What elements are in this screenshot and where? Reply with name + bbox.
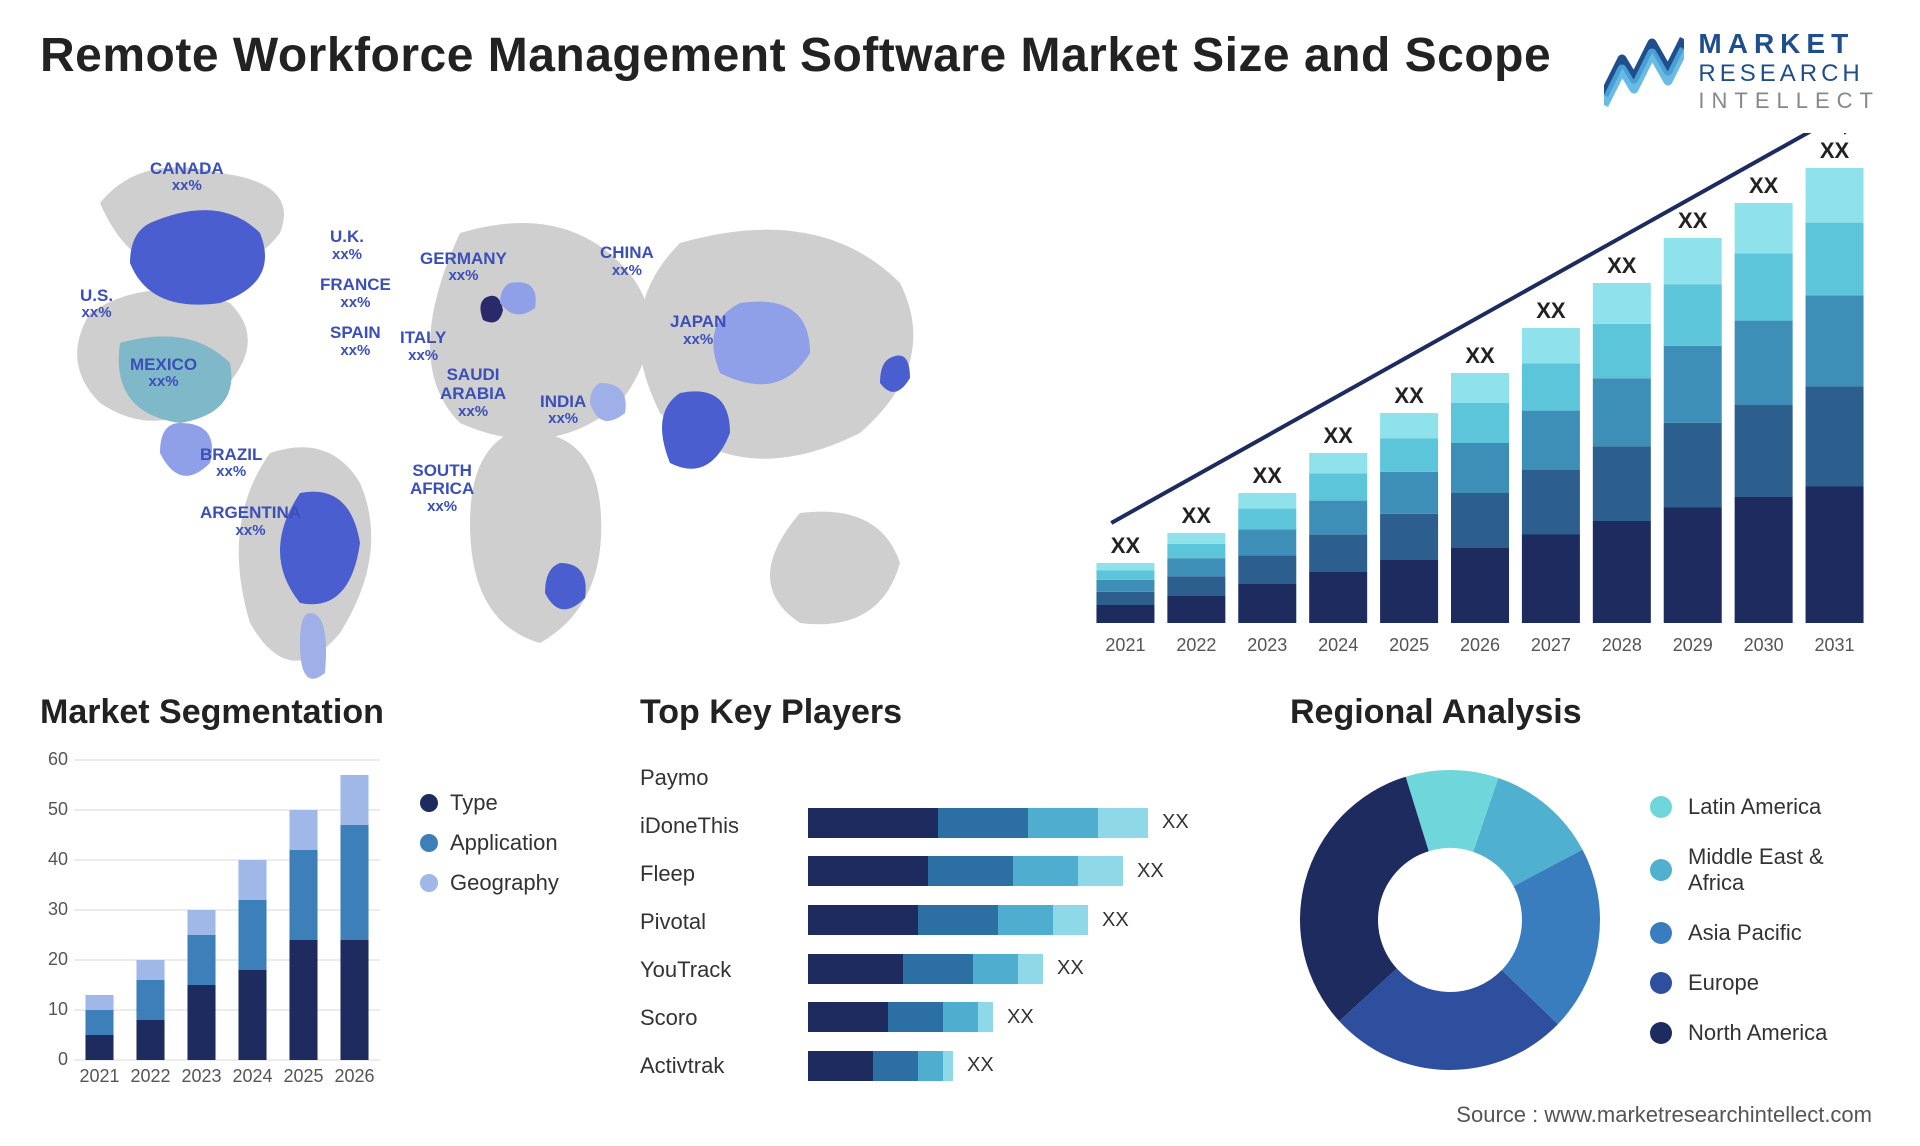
svg-text:2025: 2025	[283, 1066, 323, 1086]
players-title: Top Key Players	[640, 693, 1260, 732]
svg-text:2023: 2023	[1247, 635, 1287, 655]
map-label-u-k-: U.K.xx%	[330, 228, 364, 263]
svg-text:XX: XX	[1324, 423, 1354, 448]
map-label-germany: GERMANYxx%	[420, 250, 507, 285]
region-legend-item: North America	[1650, 1020, 1827, 1046]
player-name: Activtrak	[640, 1053, 790, 1079]
svg-text:0: 0	[58, 1049, 68, 1069]
player-name: Paymo	[640, 765, 790, 791]
svg-text:XX: XX	[1749, 173, 1779, 198]
svg-text:2027: 2027	[1531, 635, 1571, 655]
segmentation-legend: Type Application Geography	[420, 790, 559, 1090]
svg-text:2021: 2021	[1105, 635, 1145, 655]
players-list: Paymo iDoneThis Fleep Pivotal YouTrack Scoro A…	[640, 750, 790, 1090]
svg-text:20: 20	[48, 949, 68, 969]
svg-text:XX: XX	[1536, 298, 1566, 323]
map-label-spain: SPAINxx%	[330, 324, 381, 359]
svg-text:2031: 2031	[1815, 635, 1855, 655]
map-label-saudi-arabia: SAUDIARABIAxx%	[440, 366, 506, 420]
regional-donut	[1290, 760, 1610, 1080]
map-label-china: CHINAxx%	[600, 244, 654, 279]
svg-text:XX: XX	[1394, 383, 1424, 408]
source-attribution: Source : www.marketresearchintellect.com	[1456, 1102, 1872, 1128]
segmentation-title: Market Segmentation	[40, 693, 610, 732]
player-name: Fleep	[640, 861, 790, 887]
map-label-argentina: ARGENTINAxx%	[200, 504, 301, 539]
player-bar-row: XX	[808, 856, 1260, 886]
svg-text:2021: 2021	[79, 1066, 119, 1086]
growth-bar-chart: XX XX XX XX XX XX XX XX XX XX XX 2021 2022 2023 2024 2…	[1080, 133, 1880, 663]
world-map: CANADAxx% U.S.xx% MEXICOxx% BRAZILxx% ARGENT…	[40, 133, 1040, 663]
map-label-mexico: MEXICOxx%	[130, 356, 197, 391]
svg-text:2024: 2024	[1318, 635, 1358, 655]
map-label-south-africa: SOUTHAFRICAxx%	[410, 462, 474, 516]
map-label-france: FRANCExx%	[320, 276, 391, 311]
svg-text:2025: 2025	[1389, 635, 1429, 655]
map-label-brazil: BRAZILxx%	[200, 446, 262, 481]
svg-text:2023: 2023	[181, 1066, 221, 1086]
players-bars: XX XX XX XX XX XX	[808, 750, 1260, 1090]
region-legend-item: Latin America	[1650, 794, 1827, 820]
svg-text:30: 30	[48, 899, 68, 919]
region-legend-item: Europe	[1650, 970, 1827, 996]
seg-legend-type: Type	[420, 790, 559, 816]
svg-text:2022: 2022	[1176, 635, 1216, 655]
seg-legend-geography: Geography	[420, 870, 559, 896]
player-name: Pivotal	[640, 909, 790, 935]
region-legend-item: Asia Pacific	[1650, 920, 1827, 946]
logo-icon	[1604, 35, 1684, 107]
regional-legend: Latin America Middle East &Africa Asia Pac…	[1650, 794, 1827, 1046]
svg-text:2030: 2030	[1744, 635, 1784, 655]
player-name: iDoneThis	[640, 813, 790, 839]
player-name: YouTrack	[640, 957, 790, 983]
svg-text:2022: 2022	[130, 1066, 170, 1086]
svg-text:XX: XX	[1465, 343, 1495, 368]
svg-text:XX: XX	[1253, 463, 1283, 488]
regional-title: Regional Analysis	[1290, 693, 1880, 732]
svg-text:2029: 2029	[1673, 635, 1713, 655]
logo-line-3: INTELLECT	[1698, 88, 1880, 113]
player-bar-row: XX	[808, 808, 1260, 838]
svg-text:XX: XX	[1111, 533, 1141, 558]
player-bar-row: XX	[808, 1051, 1260, 1081]
svg-text:XX: XX	[1182, 503, 1212, 528]
page-title: Remote Workforce Management Software Mar…	[40, 28, 1551, 83]
player-bar-row: XX	[808, 905, 1260, 935]
svg-text:50: 50	[48, 799, 68, 819]
svg-text:2024: 2024	[232, 1066, 272, 1086]
segmentation-chart: 2021 2022 2023 2024 2025 2026 0 10 20 30 40 50 60	[40, 750, 390, 1090]
growth-chart-svg: XX XX XX XX XX XX XX XX XX XX XX 2021 2022 2023 2024 2…	[1080, 133, 1880, 663]
svg-text:10: 10	[48, 999, 68, 1019]
map-label-india: INDIAxx%	[540, 393, 586, 428]
svg-text:XX: XX	[1820, 138, 1850, 163]
svg-text:2026: 2026	[1460, 635, 1500, 655]
map-label-u-s-: U.S.xx%	[80, 287, 113, 322]
player-name: Scoro	[640, 1005, 790, 1031]
logo-line-2: RESEARCH	[1698, 60, 1880, 88]
svg-text:2026: 2026	[334, 1066, 374, 1086]
brand-logo: MARKET RESEARCH INTELLECT	[1604, 28, 1880, 113]
map-label-canada: CANADAxx%	[150, 160, 224, 195]
region-legend-item: Middle East &Africa	[1650, 844, 1827, 896]
logo-line-1: MARKET	[1698, 28, 1880, 60]
map-label-japan: JAPANxx%	[670, 313, 726, 348]
svg-text:XX: XX	[1678, 208, 1708, 233]
svg-text:2028: 2028	[1602, 635, 1642, 655]
player-bar-row: XX	[808, 1002, 1260, 1032]
seg-legend-application: Application	[420, 830, 559, 856]
svg-text:XX: XX	[1607, 253, 1637, 278]
svg-text:40: 40	[48, 849, 68, 869]
map-label-italy: ITALYxx%	[400, 329, 446, 364]
svg-text:60: 60	[48, 750, 68, 769]
player-bar-row: XX	[808, 954, 1260, 984]
